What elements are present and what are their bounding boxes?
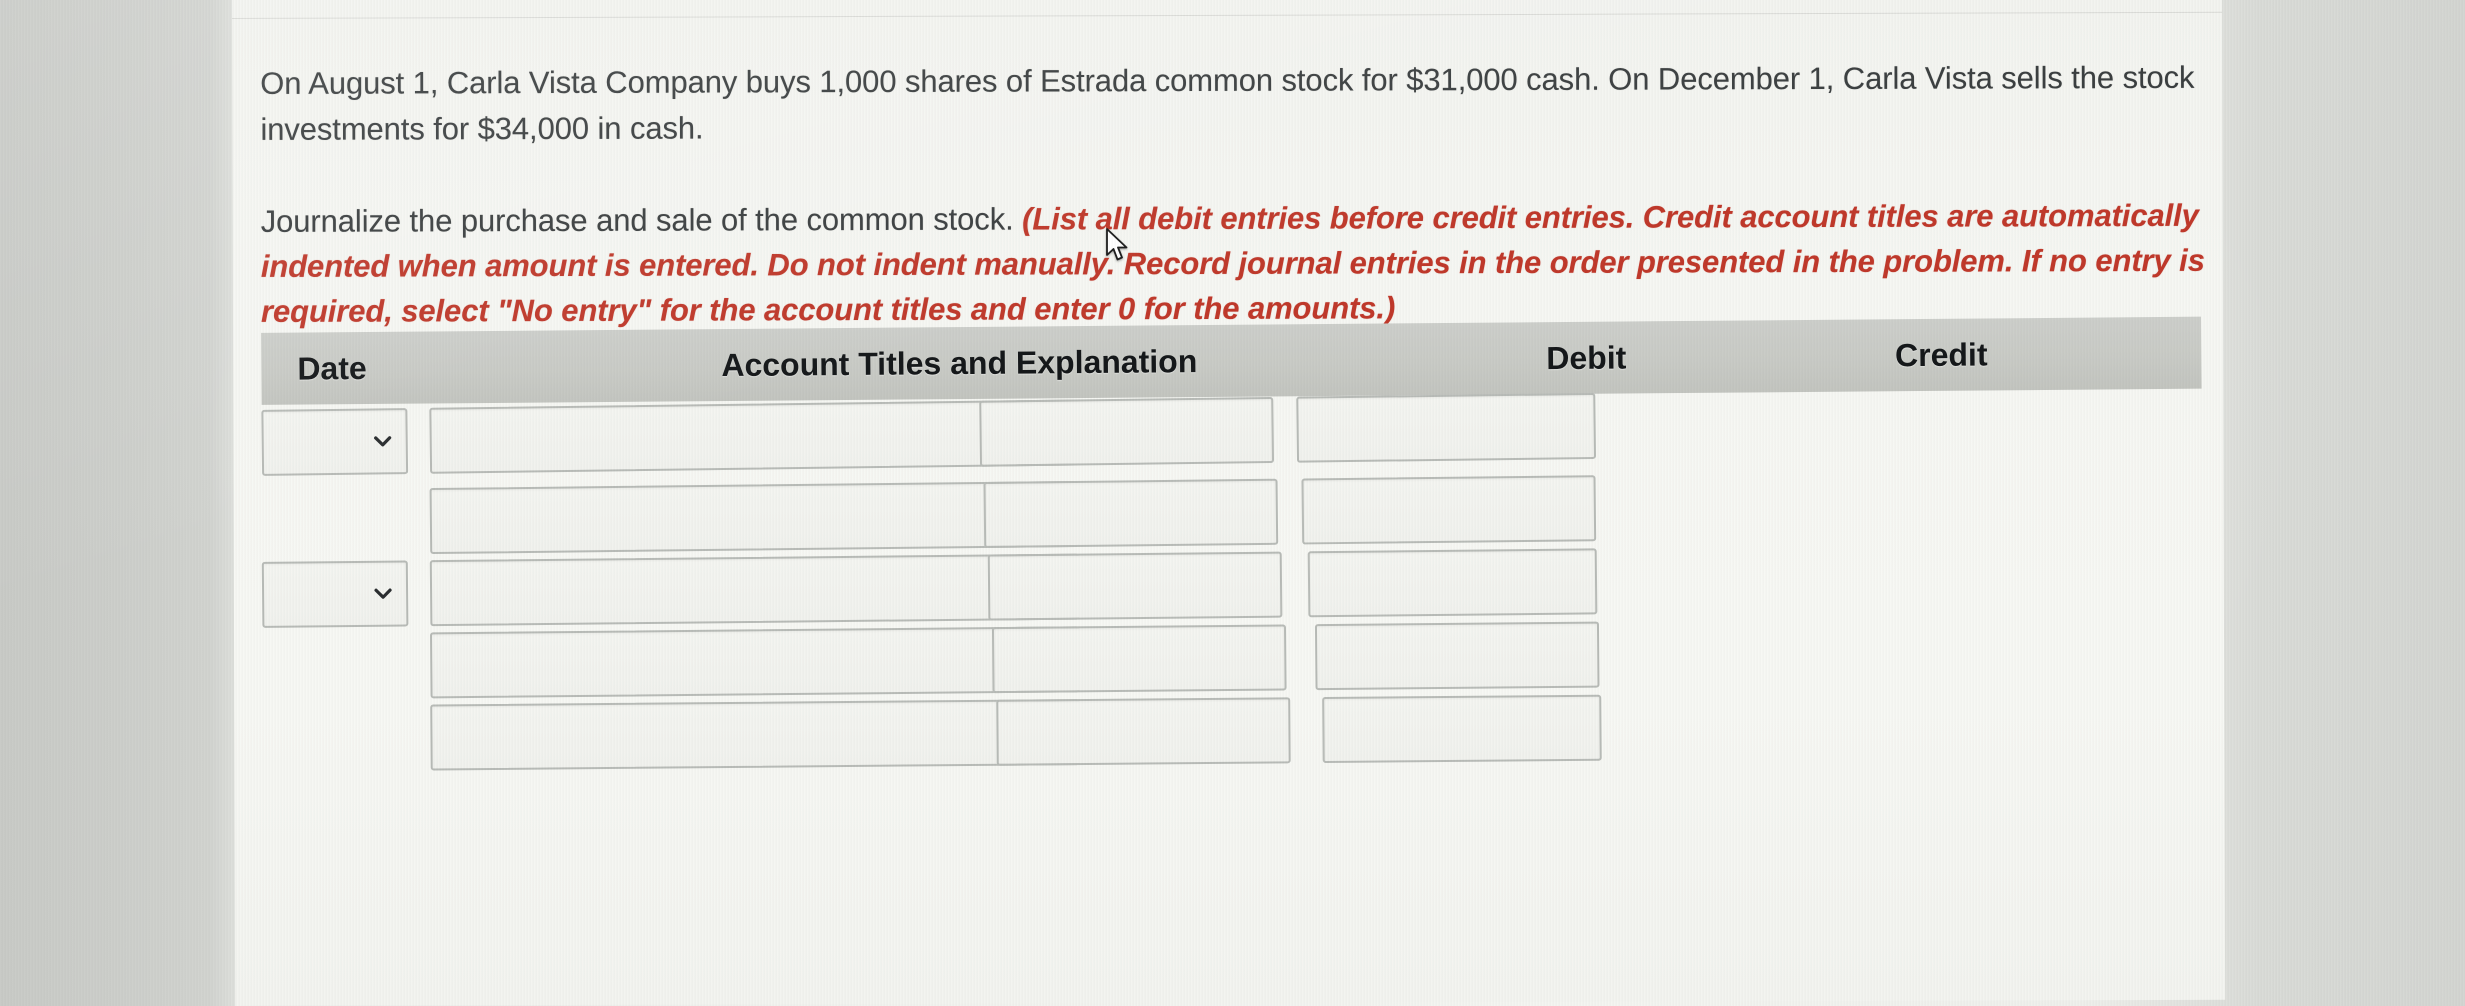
journal-table-header: Date Account Titles and Explanation Debi… [261, 316, 2202, 405]
credit-input-row-4[interactable] [1314, 621, 1600, 691]
column-header-date: Date [297, 350, 367, 387]
column-header-credit: Credit [1894, 336, 1988, 374]
account-title-input-row-5[interactable] [430, 699, 1080, 771]
journal-entry-row [261, 385, 2201, 476]
journalize-instructions: Journalize the purchase and sale of the … [261, 193, 2221, 334]
date-select-row-3[interactable] [261, 560, 409, 628]
account-title-input-row-3[interactable] [429, 553, 1080, 627]
account-title-input-row-2[interactable] [429, 480, 1080, 555]
journal-entry-rows [261, 392, 2201, 771]
chevron-down-icon [372, 430, 394, 452]
account-title-input-row-4[interactable] [429, 626, 1080, 699]
journal-entry-row [261, 542, 2202, 628]
page-content: On August 1, Carla Vista Company buys 1,… [232, 0, 2225, 1006]
debit-input-row-4[interactable] [991, 624, 1287, 694]
journalize-lead: Journalize the purchase and sale of the … [260, 201, 1014, 239]
column-header-account-titles: Account Titles and Explanation [721, 343, 1198, 384]
debit-input-row-2[interactable] [983, 478, 1279, 548]
problem-statement: On August 1, Carla Vista Company buys 1,… [260, 59, 2195, 147]
credit-input-row-1[interactable] [1296, 392, 1597, 463]
credit-input-row-2[interactable] [1301, 475, 1597, 545]
debit-input-row-1[interactable] [979, 397, 1275, 467]
date-select-row-1[interactable] [261, 408, 409, 476]
column-header-debit: Debit [1546, 339, 1627, 377]
debit-input-row-5[interactable] [996, 697, 1291, 766]
chevron-down-icon [372, 583, 394, 605]
credit-input-row-5[interactable] [1322, 694, 1602, 764]
debit-input-row-3[interactable] [987, 551, 1283, 621]
credit-input-row-3[interactable] [1307, 548, 1598, 618]
browser-page: On August 1, Carla Vista Company buys 1,… [232, 0, 2226, 1006]
